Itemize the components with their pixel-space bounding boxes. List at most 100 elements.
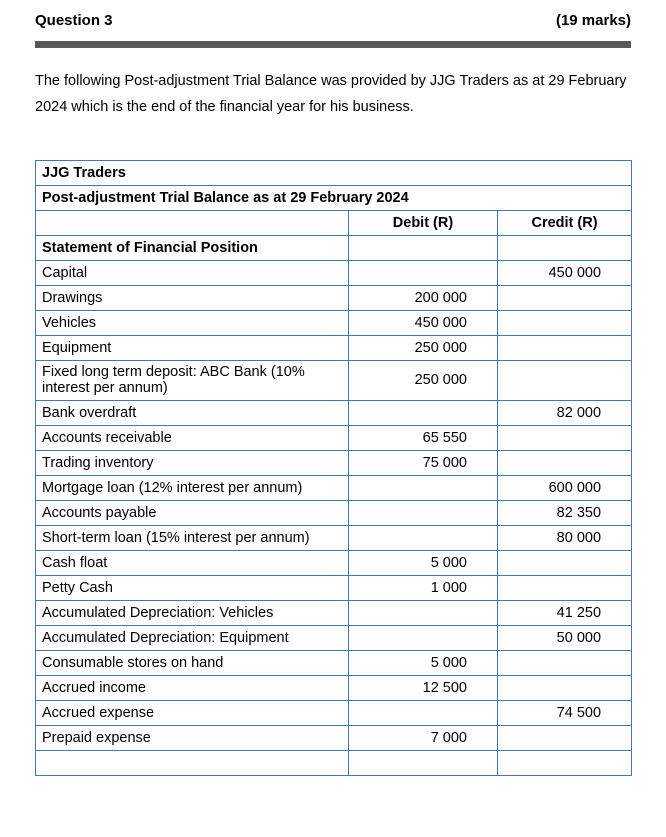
account-name-cell: Mortgage loan (12% interest per annum) (35, 475, 349, 502)
intro-paragraph: The following Post-adjustment Trial Bala… (35, 73, 627, 116)
table-row: Accounts receivable 65 550 (35, 425, 633, 452)
debit-amount-cell: 250 000 (348, 335, 498, 362)
table-row: Fixed long term deposit: ABC Bank (10% i… (35, 360, 633, 402)
account-name-cell (35, 750, 349, 777)
credit-amount-cell (496, 335, 633, 362)
account-name-cell: Accrued income (35, 675, 349, 702)
credit-amount-cell (496, 360, 633, 402)
table-row: Capital 450 000 (35, 260, 633, 287)
question-title: Question 3 (35, 12, 113, 29)
debit-amount-cell (348, 600, 498, 627)
debit-amount-cell (348, 400, 498, 427)
account-name-cell: Short-term loan (15% interest per annum) (35, 525, 349, 552)
account-name-cell: Bank overdraft (35, 400, 349, 427)
table-row: Cash float 5 000 (35, 550, 633, 577)
debit-amount-cell (348, 625, 498, 652)
table-row: Accounts payable 82 350 (35, 500, 633, 527)
account-name-cell: Capital (35, 260, 349, 287)
table-subtitle-row: Post-adjustment Trial Balance as at 29 F… (34, 185, 633, 212)
account-name-cell: Accrued expense (35, 700, 349, 727)
credit-amount-cell: 50 000 (496, 625, 633, 652)
account-name-cell: Vehicles (35, 310, 349, 337)
debit-amount-cell: 7 000 (348, 725, 498, 752)
account-name-cell: Cash float (35, 550, 349, 577)
column-header-account (35, 210, 349, 237)
table-row: Vehicles 450 000 (35, 310, 633, 337)
debit-amount-cell: 1 000 (348, 575, 498, 602)
debit-amount-cell (348, 700, 498, 727)
account-name-cell: Accounts receivable (35, 425, 349, 452)
table-row: Trading inventory 75 000 (35, 450, 633, 477)
account-name-cell: Petty Cash (35, 575, 349, 602)
table-row (35, 750, 633, 777)
table-row: Consumable stores on hand 5 000 (35, 650, 633, 677)
account-name-cell: Fixed long term deposit: ABC Bank (10% i… (35, 360, 349, 402)
account-name-cell: Accumulated Depreciation: Vehicles (35, 600, 349, 627)
account-name-cell: Accounts payable (35, 500, 349, 527)
debit-amount-cell (348, 500, 498, 527)
credit-amount-cell (496, 285, 633, 312)
table-row: Accumulated Depreciation: Equipment 50 00… (35, 625, 633, 652)
debit-amount-cell (348, 525, 498, 552)
credit-amount-cell (496, 235, 633, 262)
credit-amount-cell: 600 000 (496, 475, 633, 502)
account-name-cell: Equipment (35, 335, 349, 362)
account-name-cell: Consumable stores on hand (35, 650, 349, 677)
debit-amount-cell: 200 000 (348, 285, 498, 312)
debit-amount-cell: 65 550 (348, 425, 498, 452)
table-row: Drawings 200 000 (35, 285, 633, 312)
question-header: Question 3 (19 marks) (35, 12, 631, 29)
trial-balance-table: JJG Traders Post-adjustment Trial Balanc… (34, 160, 633, 777)
credit-amount-cell: 74 500 (496, 700, 633, 727)
table-row: Accumulated Depreciation: Vehicles 41 250 (35, 600, 633, 627)
table-row: Accrued income 12 500 (35, 675, 633, 702)
debit-amount-cell: 450 000 (348, 310, 498, 337)
marks-label: (19 marks) (555, 12, 631, 29)
table-row: Prepaid expense 7 000 (35, 725, 633, 752)
credit-amount-cell: 80 000 (496, 525, 633, 552)
table-subtitle: Post-adjustment Trial Balance as at 29 F… (34, 185, 633, 212)
table-title-row: JJG Traders (34, 160, 633, 187)
account-name-cell: Accumulated Depreciation: Equipment (35, 625, 349, 652)
credit-amount-cell (496, 450, 633, 477)
debit-amount-cell (348, 235, 498, 262)
credit-amount-cell (496, 425, 633, 452)
trial-balance-body: Statement of Financial Position Capital 45… (35, 235, 633, 777)
credit-amount-cell (496, 575, 633, 602)
debit-amount-cell (348, 475, 498, 502)
credit-amount-cell (496, 650, 633, 677)
credit-amount-cell (496, 310, 633, 337)
header-divider-bar (35, 41, 631, 48)
trial-balance-head-section: JJG Traders Post-adjustment Trial Balanc… (34, 160, 633, 237)
column-header-row: Debit (R) Credit (R) (35, 210, 633, 237)
credit-amount-cell: 450 000 (496, 260, 633, 287)
debit-amount-cell (348, 260, 498, 287)
column-header-credit: Credit (R) (496, 210, 633, 237)
credit-amount-cell: 82 350 (496, 500, 633, 527)
account-name-cell: Prepaid expense (35, 725, 349, 752)
credit-amount-cell (496, 675, 633, 702)
account-name-cell: Trading inventory (35, 450, 349, 477)
table-row: Statement of Financial Position (35, 235, 633, 262)
debit-amount-cell: 5 000 (348, 550, 498, 577)
table-row: Short-term loan (15% interest per annum)… (35, 525, 633, 552)
credit-amount-cell (496, 750, 633, 777)
debit-amount-cell: 5 000 (348, 650, 498, 677)
credit-amount-cell (496, 550, 633, 577)
account-name-cell: Drawings (35, 285, 349, 312)
table-row: Mortgage loan (12% interest per annum) 60… (35, 475, 633, 502)
debit-amount-cell: 250 000 (348, 360, 498, 402)
debit-amount-cell: 75 000 (348, 450, 498, 477)
table-row: Accrued expense 74 500 (35, 700, 633, 727)
account-name-cell: Statement of Financial Position (35, 235, 349, 262)
credit-amount-cell: 82 000 (496, 400, 633, 427)
column-header-debit: Debit (R) (348, 210, 498, 237)
debit-amount-cell (348, 750, 498, 777)
credit-amount-cell: 41 250 (496, 600, 633, 627)
table-title: JJG Traders (34, 160, 633, 187)
credit-amount-cell (496, 725, 633, 752)
table-row: Bank overdraft 82 000 (35, 400, 633, 427)
table-row: Petty Cash 1 000 (35, 575, 633, 602)
table-row: Equipment 250 000 (35, 335, 633, 362)
